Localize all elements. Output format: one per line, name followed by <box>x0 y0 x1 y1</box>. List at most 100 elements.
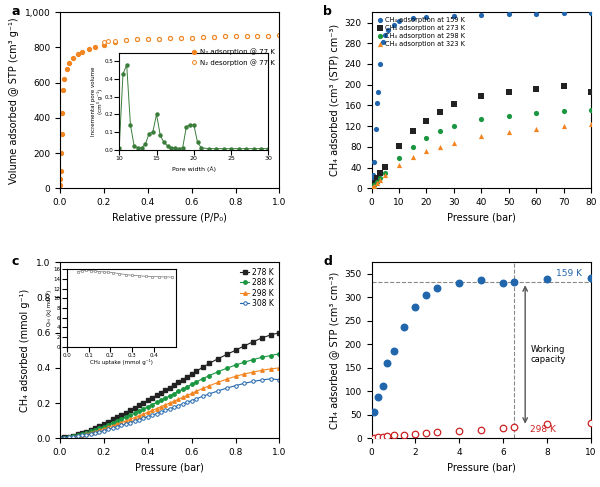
Line: 308 K: 308 K <box>58 377 281 440</box>
308 K <box>127 420 134 426</box>
278 K <box>184 374 191 380</box>
278 K <box>166 385 173 391</box>
CH₄ adsorption at 298 K <box>436 128 445 135</box>
298 K <box>113 421 121 427</box>
298 K <box>276 365 283 371</box>
Point <box>369 409 379 416</box>
N₂ adsorption @ 77 K <box>79 49 86 55</box>
N₂ adsorption @ 77 K <box>243 33 250 39</box>
288 K <box>162 395 169 401</box>
CH₄ adsorption at 298 K <box>368 183 378 190</box>
298 K <box>140 411 147 417</box>
Point <box>422 429 431 436</box>
298 K <box>144 409 151 415</box>
Point <box>378 433 388 441</box>
308 K <box>149 412 156 418</box>
CH₄ adsorption at 273 K <box>367 183 377 191</box>
CH₄ adsorption at 159 K <box>367 182 377 189</box>
N₂ desorption @ 77 K <box>188 35 195 40</box>
278 K <box>206 360 213 366</box>
278 K <box>100 421 107 427</box>
288 K <box>113 418 121 424</box>
N₂ adsorption @ 77 K <box>232 33 239 39</box>
N₂ adsorption @ 77 K <box>265 33 272 38</box>
CH₄ adsorption at 159 K <box>370 158 379 166</box>
CH₄ adsorption at 159 K <box>408 15 418 22</box>
Point <box>476 276 486 283</box>
288 K <box>74 432 81 438</box>
298 K <box>100 426 107 431</box>
CH₄ adsorption at 273 K <box>368 182 378 189</box>
278 K <box>87 427 94 433</box>
Point <box>373 393 383 401</box>
278 K <box>193 369 200 375</box>
CH₄ adsorption at 159 K <box>559 9 568 17</box>
308 K <box>193 396 200 402</box>
N₂ adsorption @ 77 K <box>58 131 65 136</box>
Point <box>389 431 398 439</box>
278 K <box>170 382 178 388</box>
Point <box>542 275 552 282</box>
CH₄ adsorption at 159 K <box>371 125 380 132</box>
Point <box>499 280 508 287</box>
278 K <box>144 397 151 403</box>
308 K <box>104 427 112 432</box>
308 K <box>113 424 121 430</box>
278 K <box>179 377 187 383</box>
308 K <box>79 432 86 438</box>
N₂ desorption @ 77 K <box>276 33 283 38</box>
CH₄ adsorption at 323 K <box>504 129 514 136</box>
298 K <box>199 386 206 392</box>
N₂ desorption @ 77 K <box>210 34 217 40</box>
308 K <box>267 376 274 382</box>
CH₄ adsorption at 298 K <box>370 181 379 189</box>
308 K <box>83 432 90 438</box>
308 K <box>223 385 230 391</box>
308 K <box>136 417 143 423</box>
N₂ adsorption @ 77 K <box>58 150 65 156</box>
CH₄ adsorption at 273 K <box>559 82 568 90</box>
Y-axis label: CH₄ adsorbed (cm³ (STP) cm⁻³): CH₄ adsorbed (cm³ (STP) cm⁻³) <box>329 24 339 176</box>
308 K <box>61 435 68 441</box>
308 K <box>153 411 160 416</box>
308 K <box>65 434 73 440</box>
CH₄ adsorption at 159 K <box>367 183 377 191</box>
298 K <box>184 393 191 398</box>
CH₄ adsorption at 323 K <box>422 147 431 155</box>
298 K <box>149 408 156 413</box>
Y-axis label: Volume adsorbed @ STP (cm³ g⁻¹): Volume adsorbed @ STP (cm³ g⁻¹) <box>9 17 19 184</box>
Point <box>410 430 420 437</box>
278 K <box>70 433 77 439</box>
278 K <box>127 407 134 413</box>
308 K <box>118 423 125 429</box>
N₂ adsorption @ 77 K <box>188 35 195 40</box>
CH₄ adsorption at 298 K <box>394 154 404 162</box>
N₂ adsorption @ 77 K <box>199 34 206 40</box>
278 K <box>104 419 112 425</box>
298 K <box>267 366 274 372</box>
288 K <box>65 434 73 440</box>
Text: b: b <box>323 5 332 18</box>
288 K <box>144 404 151 410</box>
278 K <box>118 412 125 418</box>
278 K <box>214 356 221 362</box>
Point <box>382 359 392 367</box>
308 K <box>87 431 94 437</box>
298 K <box>118 420 125 426</box>
288 K <box>109 420 116 426</box>
CH₄ adsorption at 159 K <box>422 14 431 21</box>
CH₄ adsorption at 323 K <box>586 120 596 128</box>
308 K <box>214 388 221 394</box>
308 K <box>179 401 187 407</box>
X-axis label: Relative pressure (P/P₀): Relative pressure (P/P₀) <box>112 212 227 223</box>
288 K <box>184 384 191 390</box>
CH₄ adsorption at 159 K <box>368 177 378 185</box>
Line: 278 K: 278 K <box>58 331 281 440</box>
298 K <box>56 435 64 441</box>
278 K <box>109 416 116 422</box>
298 K <box>162 402 169 408</box>
278 K <box>250 339 257 345</box>
278 K <box>241 343 248 349</box>
CH₄ adsorption at 273 K <box>532 85 541 93</box>
N₂ adsorption @ 77 K <box>56 182 64 188</box>
